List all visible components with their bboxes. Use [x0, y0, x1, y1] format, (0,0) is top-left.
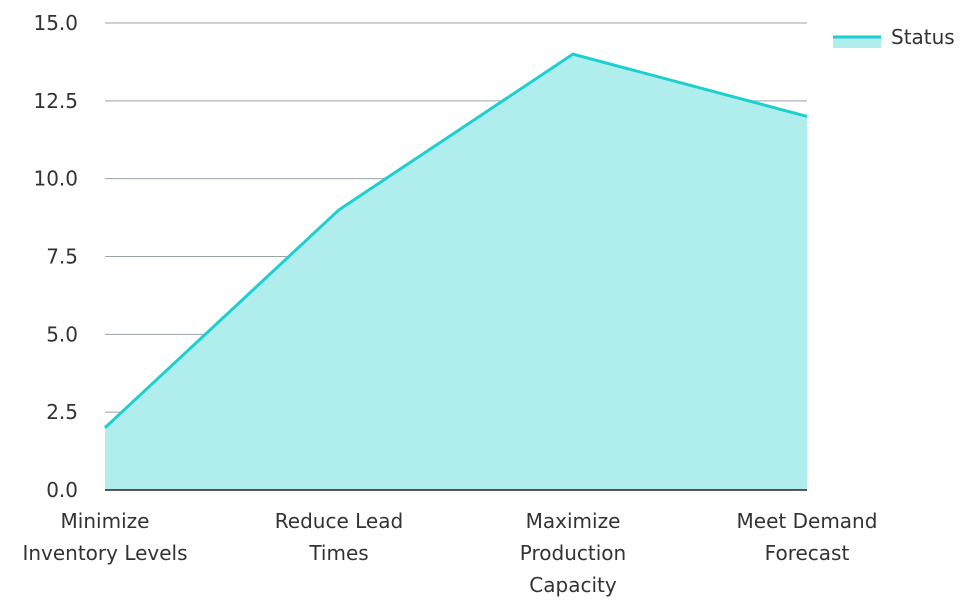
- y-tick-label-4: 10.0: [33, 167, 78, 191]
- x-tick-label-2: Maximize Production Capacity: [520, 509, 626, 597]
- series-status-area: [105, 54, 807, 491]
- x-tick-label-0: Minimize Inventory Levels: [22, 509, 187, 565]
- y-tick-label-6: 15.0: [33, 11, 78, 35]
- y-tick-label-2: 5.0: [46, 322, 78, 346]
- y-tick-label-0: 0.0: [46, 478, 78, 502]
- y-axis-tick-labels: 0.0 2.5 5.0 7.5 10.0 12.5 15.0: [33, 11, 78, 502]
- y-tick-label-5: 12.5: [33, 89, 78, 113]
- x-tick-label-3: Meet Demand Forecast: [737, 509, 878, 565]
- area-layer: [103, 52, 808, 491]
- legend-label-status: Status: [891, 25, 955, 49]
- legend-swatch-fill: [833, 36, 881, 48]
- x-axis-tick-labels: Minimize Inventory Levels Reduce Lead Times…: [22, 509, 877, 597]
- y-tick-label-1: 2.5: [46, 400, 78, 424]
- y-tick-label-3: 7.5: [46, 245, 78, 269]
- x-tick-label-1: Reduce Lead Times: [275, 509, 403, 565]
- legend: Status: [833, 25, 955, 49]
- series-status-line: [103, 52, 808, 429]
